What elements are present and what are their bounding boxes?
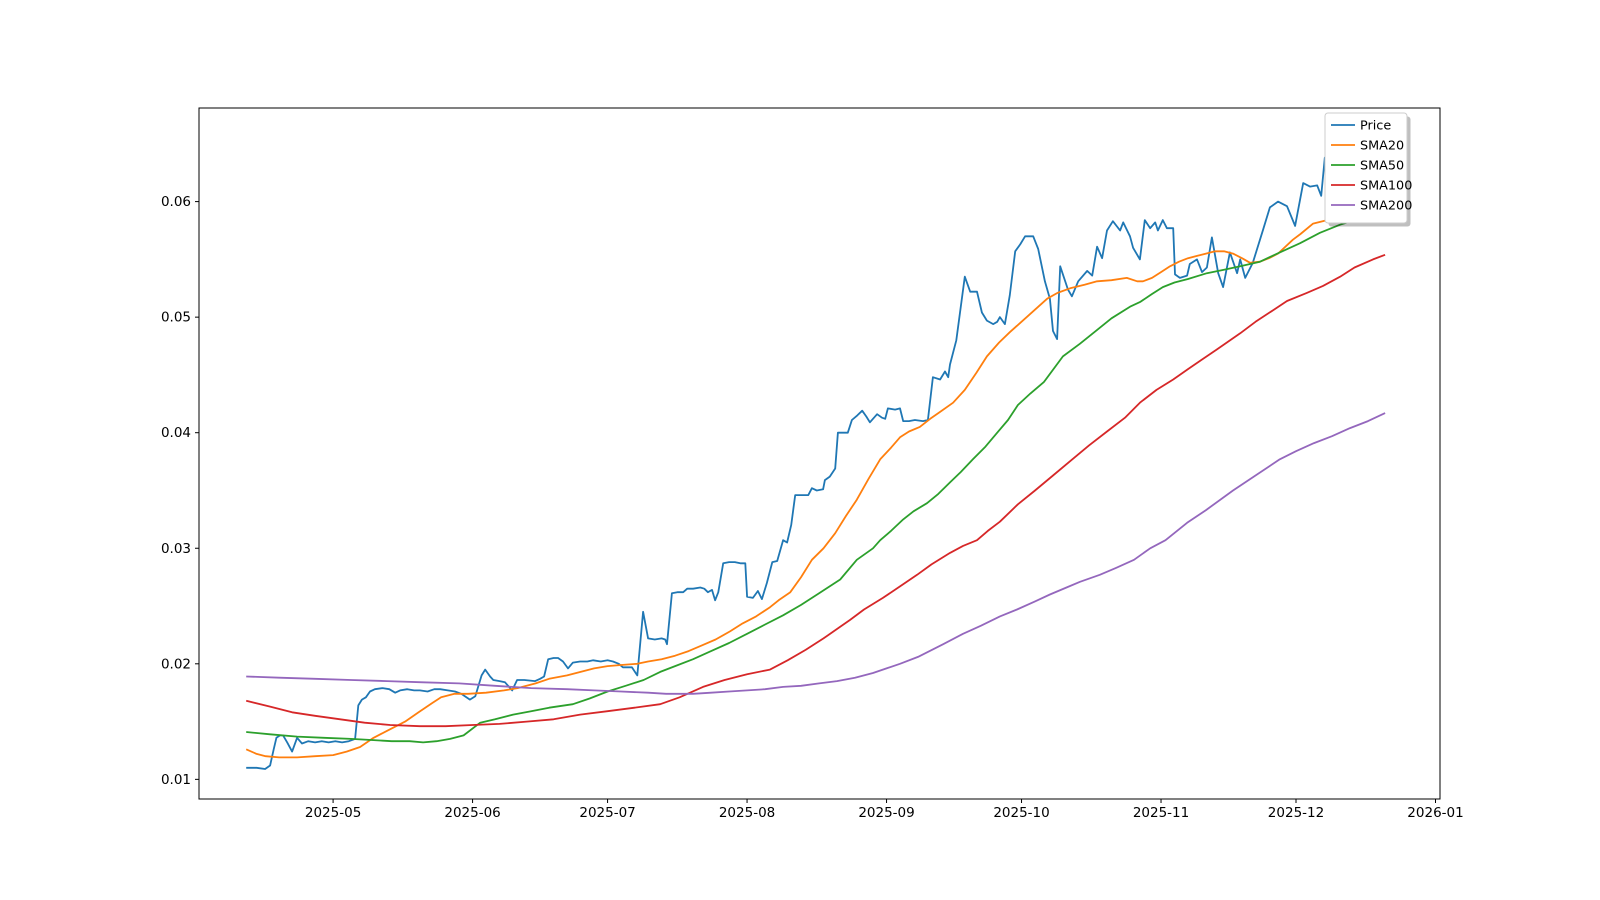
y-tick-label: 0.06: [161, 194, 191, 210]
legend-item-sma20: SMA20: [1331, 138, 1404, 153]
x-tick-label: 2025-05: [305, 805, 361, 821]
legend-label: Price: [1360, 118, 1391, 133]
legend: Price SMA20 SMA50 SMA100 SMA200: [1324, 112, 1412, 227]
sma100-line: [245, 253, 1386, 728]
legend-item-sma100: SMA100: [1331, 178, 1412, 193]
legend-label: SMA20: [1360, 138, 1404, 153]
legend-label: SMA50: [1360, 158, 1404, 173]
legend-item-sma50: SMA50: [1331, 158, 1404, 173]
y-tick-label: 0.01: [161, 772, 191, 788]
y-tick-label: 0.03: [161, 541, 191, 557]
x-tick-label: 2025-12: [1268, 805, 1324, 821]
price-line: [246, 134, 1386, 770]
series-lines: [245, 134, 1386, 770]
y-tick-label: 0.05: [161, 310, 191, 326]
sma50-line: [246, 209, 1386, 744]
sma20-line: [245, 198, 1386, 759]
legend-label: SMA100: [1360, 178, 1412, 193]
x-tick-label: 2025-11: [1133, 805, 1189, 821]
x-axis: 2025-05 2025-06 2025-07 2025-08 2025-09 2025-…: [305, 799, 1464, 821]
x-tick-label: 2026-01: [1407, 805, 1463, 821]
axes-frame: [198, 107, 1441, 800]
legend-item-price: Price: [1331, 118, 1391, 133]
sma200-line: [246, 412, 1386, 695]
x-tick-label: 2025-09: [858, 805, 914, 821]
x-tick-label: 2025-08: [719, 805, 775, 821]
x-tick-label: 2025-07: [579, 805, 635, 821]
x-tick-label: 2025-10: [993, 805, 1049, 821]
legend-box: [1324, 112, 1408, 224]
legend-item-sma200: SMA200: [1331, 198, 1412, 213]
y-tick-label: 0.02: [161, 656, 191, 672]
y-axis: 0.01 0.02 0.03 0.04 0.05 0.06: [161, 194, 199, 788]
legend-label: SMA200: [1360, 198, 1412, 213]
y-tick-label: 0.04: [161, 425, 191, 441]
x-tick-label: 2025-06: [444, 805, 500, 821]
